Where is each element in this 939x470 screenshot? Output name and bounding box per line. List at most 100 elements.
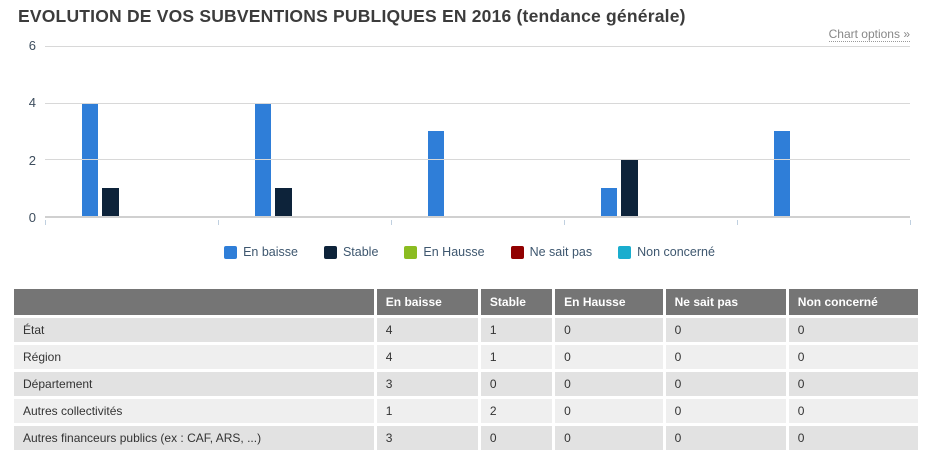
value-cell: 0 (787, 397, 922, 426)
y-axis-labels: 0 2 4 6 (0, 39, 36, 224)
legend-item[interactable]: En Hausse (404, 245, 485, 259)
bar-group (391, 46, 564, 216)
value-cell: 0 (664, 424, 789, 453)
value-cell: 3 (375, 424, 481, 453)
x-tick (217, 220, 219, 225)
x-tick (390, 220, 392, 225)
value-cell: 4 (375, 343, 481, 372)
bar-slot (599, 46, 620, 216)
x-axis-ticks (44, 220, 911, 226)
value-cell: 0 (664, 370, 789, 399)
value-cell: 0 (664, 316, 789, 345)
y-tick-label: 0 (28, 210, 36, 225)
bar-slot (121, 46, 142, 216)
value-cell: 0 (787, 316, 922, 345)
plot-area (45, 46, 910, 218)
bar-slot (640, 46, 661, 216)
x-tick (736, 220, 738, 225)
legend-label: Non concerné (637, 245, 715, 259)
bar[interactable] (773, 131, 791, 216)
table-header-row: En baisse Stable En Hausse Ne sait pas Non c… (14, 289, 922, 318)
bar-slot (792, 46, 813, 216)
legend-item[interactable]: Stable (323, 245, 378, 259)
bar-slot (855, 46, 876, 216)
row-label-cell: Département (14, 370, 377, 399)
bar-slot (509, 46, 530, 216)
legend-label: Ne sait pas (529, 245, 593, 259)
bar-slot (661, 46, 682, 216)
value-cell: 0 (479, 370, 556, 399)
bar[interactable] (81, 102, 99, 216)
bar-slot (100, 46, 121, 216)
table-row: Région 4 1 0 0 0 (14, 343, 922, 372)
bar[interactable] (254, 102, 272, 216)
gridline (45, 46, 910, 47)
row-label-cell: État (14, 316, 377, 345)
bar-group (45, 46, 218, 216)
bar-slot (253, 46, 274, 216)
value-cell: 0 (553, 424, 666, 453)
value-cell: 0 (553, 316, 666, 345)
value-cell: 1 (479, 316, 556, 345)
bar[interactable] (621, 159, 639, 216)
legend-swatch-icon (404, 245, 418, 259)
value-cell: 1 (375, 397, 481, 426)
y-tick-label: 4 (28, 95, 36, 111)
gridline (45, 102, 910, 104)
value-cell: 0 (479, 424, 556, 453)
table-row: Autres financeurs publics (ex : CAF, ARS… (14, 424, 922, 453)
page-title: EVOLUTION DE VOS SUBVENTIONS PUBLIQUES E… (18, 6, 686, 26)
bar[interactable] (102, 187, 120, 216)
legend-swatch-icon (323, 245, 337, 259)
legend-item[interactable]: Non concerné (618, 245, 715, 259)
legend-swatch-icon (224, 245, 238, 259)
value-cell: 0 (787, 424, 922, 453)
legend-swatch-icon (618, 245, 632, 259)
table-row: Autres collectivités 1 2 0 0 0 (14, 397, 922, 426)
bar-slot (336, 46, 357, 216)
legend-label: En Hausse (423, 245, 485, 259)
bar-slot (772, 46, 793, 216)
bar-slot (446, 46, 467, 216)
column-header: Non concerné (787, 289, 922, 318)
column-header: En Hausse (553, 289, 666, 318)
value-cell: 4 (375, 316, 481, 345)
bar-slot (273, 46, 294, 216)
bar-groups (45, 46, 910, 216)
gridline (45, 159, 910, 161)
bar-slot (682, 46, 703, 216)
bar-slot (834, 46, 855, 216)
x-tick (563, 220, 565, 225)
bar-slot (142, 46, 163, 216)
chart-options-link[interactable]: Chart options » (828, 27, 910, 42)
bar-slot (488, 46, 509, 216)
value-cell: 0 (664, 397, 789, 426)
bar[interactable] (427, 131, 445, 216)
bar-slot (294, 46, 315, 216)
x-tick (909, 220, 911, 225)
value-cell: 0 (787, 370, 922, 399)
table-row: État 4 1 0 0 0 (14, 316, 922, 345)
bar-slot (426, 46, 447, 216)
bar-slot (467, 46, 488, 216)
bar-group (564, 46, 737, 216)
results-table: En baisse Stable En Hausse Ne sait pas Non c… (14, 289, 922, 453)
y-tick-label: 2 (28, 152, 36, 168)
value-cell: 0 (664, 343, 789, 372)
bar-slot (80, 46, 101, 216)
bar-slot (315, 46, 336, 216)
bar-slot (813, 46, 834, 216)
table-row: Département 3 0 0 0 0 (14, 370, 922, 399)
bar-group (218, 46, 391, 216)
bar-slot (619, 46, 640, 216)
value-cell: 0 (553, 397, 666, 426)
bar[interactable] (600, 187, 618, 216)
row-label-cell: Autres collectivités (14, 397, 377, 426)
value-cell: 1 (479, 343, 556, 372)
legend-item[interactable]: En baisse (224, 245, 298, 259)
table-body: État 4 1 0 0 0 Région 4 1 0 0 0 Département 3 0 0 0 0 Autr… (14, 316, 922, 453)
legend-item[interactable]: Ne sait pas (510, 245, 593, 259)
bar[interactable] (275, 187, 293, 216)
value-cell: 0 (787, 343, 922, 372)
